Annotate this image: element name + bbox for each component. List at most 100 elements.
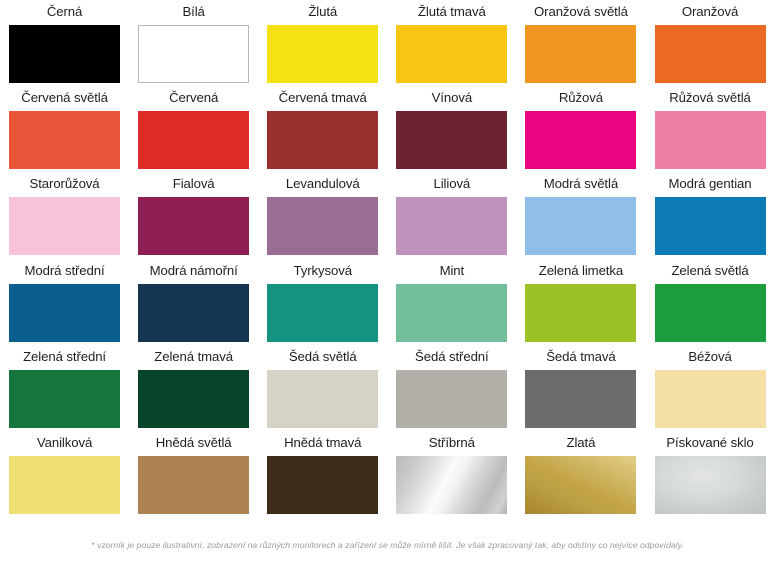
swatch-cell[interactable]: Starorůžová	[0, 172, 129, 258]
swatch-cell[interactable]: Béžová	[645, 345, 774, 431]
swatch-chip[interactable]	[267, 283, 379, 342]
swatch-cell[interactable]: Hnědá tmavá	[258, 431, 387, 517]
swatch-label: Stříbrná	[428, 434, 475, 450]
swatch-label: Zelená limetka	[538, 262, 624, 278]
swatch-chip[interactable]	[396, 455, 508, 514]
swatch-label: Červená	[169, 90, 219, 106]
swatch-chip[interactable]	[525, 283, 637, 342]
swatch-label: Červená světlá	[21, 90, 108, 106]
swatch-cell[interactable]: Bílá	[129, 0, 258, 86]
swatch-cell[interactable]: Zelená světlá	[645, 259, 774, 345]
swatch-label: Šedá tmavá	[546, 348, 616, 364]
swatch-label: Modrá gentian	[668, 176, 752, 192]
swatch-chip[interactable]	[9, 455, 121, 514]
swatch-chip[interactable]	[396, 25, 508, 83]
swatch-label: Žlutá tmavá	[417, 4, 486, 19]
swatch-cell[interactable]: Šedá střední	[387, 345, 516, 431]
swatch-label: Modrá námořní	[149, 262, 238, 278]
swatch-chip[interactable]	[654, 197, 766, 256]
swatch-cell[interactable]: Růžová světlá	[645, 86, 774, 172]
swatch-chip[interactable]	[9, 283, 121, 342]
swatch-chip[interactable]	[138, 25, 250, 83]
swatch-cell[interactable]: Levandulová	[258, 172, 387, 258]
swatch-chip[interactable]	[654, 369, 766, 428]
swatch-chip[interactable]	[267, 25, 379, 83]
swatch-cell[interactable]: Zelená tmavá	[129, 345, 258, 431]
swatch-chip[interactable]	[9, 369, 121, 428]
swatch-chip[interactable]	[9, 197, 121, 256]
swatch-label: Zelená střední	[23, 348, 106, 364]
swatch-cell[interactable]: Zelená střední	[0, 345, 129, 431]
swatch-label: Levandulová	[285, 176, 360, 192]
swatch-label: Černá	[46, 4, 83, 19]
swatch-label: Modrá světlá	[543, 176, 619, 192]
swatch-label: Žlutá	[308, 4, 338, 19]
swatch-chip[interactable]	[525, 369, 637, 428]
swatch-label: Zelená světlá	[671, 262, 749, 278]
swatch-chip[interactable]	[654, 283, 766, 342]
swatch-cell[interactable]: Žlutá	[258, 0, 387, 86]
swatch-cell[interactable]: Modrá střední	[0, 259, 129, 345]
swatch-label: Hnědá tmavá	[284, 434, 362, 450]
swatch-chip[interactable]	[138, 283, 250, 342]
swatch-chip[interactable]	[267, 455, 379, 514]
swatch-chip[interactable]	[267, 197, 379, 256]
swatch-cell[interactable]: Šedá světlá	[258, 345, 387, 431]
swatch-chip[interactable]	[396, 369, 508, 428]
swatch-cell[interactable]: Zlatá	[516, 431, 645, 517]
swatch-label: Oranžová	[681, 4, 739, 19]
swatch-label: Vanilková	[36, 434, 93, 450]
swatch-chip[interactable]	[267, 369, 379, 428]
swatch-cell[interactable]: Růžová	[516, 86, 645, 172]
swatch-cell[interactable]: Fialová	[129, 172, 258, 258]
swatch-label: Modrá střední	[24, 262, 105, 278]
swatch-label: Liliová	[433, 176, 471, 192]
swatch-cell[interactable]: Mint	[387, 259, 516, 345]
swatch-cell[interactable]: Červená světlá	[0, 86, 129, 172]
swatch-chip[interactable]	[9, 111, 121, 170]
swatch-chip[interactable]	[267, 111, 379, 170]
swatch-cell[interactable]: Modrá gentian	[645, 172, 774, 258]
swatch-label: Zelená tmavá	[154, 348, 233, 364]
swatch-label: Zlatá	[566, 434, 596, 450]
swatch-cell[interactable]: Červená	[129, 86, 258, 172]
swatch-chip[interactable]	[138, 197, 250, 256]
swatch-chip[interactable]	[654, 111, 766, 170]
swatch-label: Bílá	[182, 4, 205, 19]
swatch-chip[interactable]	[525, 455, 637, 514]
swatch-chip[interactable]	[525, 197, 637, 256]
swatch-cell[interactable]: Šedá tmavá	[516, 345, 645, 431]
swatch-cell[interactable]: Modrá světlá	[516, 172, 645, 258]
swatch-cell[interactable]: Liliová	[387, 172, 516, 258]
swatch-label: Mint	[439, 262, 465, 278]
swatch-chip[interactable]	[396, 197, 508, 256]
swatch-cell[interactable]: Červená tmavá	[258, 86, 387, 172]
swatch-cell[interactable]: Oranžová	[645, 0, 774, 86]
swatch-chip[interactable]	[525, 111, 637, 170]
swatch-chip[interactable]	[9, 25, 121, 83]
swatch-label: Oranžová světlá	[534, 4, 628, 19]
swatch-cell[interactable]: Zelená limetka	[516, 259, 645, 345]
swatch-chip[interactable]	[654, 25, 766, 83]
swatch-cell[interactable]: Oranžová světlá	[516, 0, 645, 86]
swatch-cell[interactable]: Pískované sklo	[645, 431, 774, 517]
swatch-label: Šedá světlá	[288, 348, 357, 364]
swatch-cell[interactable]: Tyrkysová	[258, 259, 387, 345]
swatch-label: Červená tmavá	[278, 90, 367, 106]
swatch-chip[interactable]	[396, 111, 508, 170]
swatch-cell[interactable]: Vanilková	[0, 431, 129, 517]
swatch-chip[interactable]	[138, 455, 250, 514]
swatch-cell[interactable]: Žlutá tmavá	[387, 0, 516, 86]
swatch-chip[interactable]	[138, 111, 250, 170]
swatch-chip[interactable]	[654, 455, 766, 514]
swatch-cell[interactable]: Černá	[0, 0, 129, 86]
swatch-chip[interactable]	[396, 283, 508, 342]
swatch-label: Tyrkysová	[293, 262, 353, 278]
swatch-cell[interactable]: Hnědá světlá	[129, 431, 258, 517]
swatch-cell[interactable]: Modrá námořní	[129, 259, 258, 345]
swatch-cell[interactable]: Stříbrná	[387, 431, 516, 517]
swatch-cell[interactable]: Vínová	[387, 86, 516, 172]
swatch-chip[interactable]	[525, 25, 637, 83]
swatch-chip[interactable]	[138, 369, 250, 428]
